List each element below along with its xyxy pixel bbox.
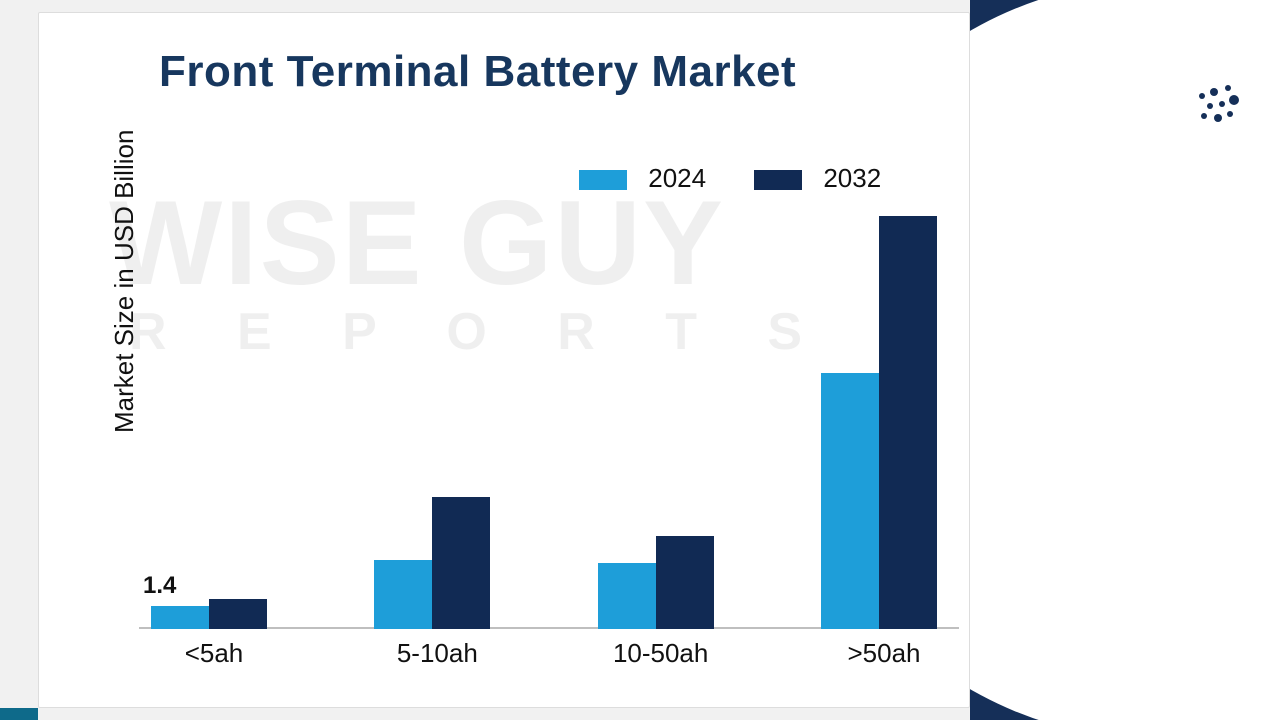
legend-label-2024: 2024: [648, 163, 706, 193]
y-axis-label: Market Size in USD Billion: [109, 130, 140, 433]
legend-item-2032: 2032: [754, 163, 881, 194]
bar-2032: [209, 599, 267, 629]
bottom-accent-bar: [0, 708, 38, 720]
legend-label-2032: 2032: [823, 163, 881, 193]
data-label: 1.4: [143, 572, 176, 600]
x-axis-label: >50ah: [809, 638, 959, 669]
chart-title: Front Terminal Battery Market: [159, 47, 796, 97]
bar-2024: [374, 560, 432, 629]
x-axis-label: 5-10ah: [362, 638, 512, 669]
brand-logo: WISE GUY R E P O R T S: [1000, 36, 1246, 98]
x-axis-label: <5ah: [139, 638, 289, 669]
bar-2024: [598, 563, 656, 629]
bar-2024: [151, 606, 209, 629]
chart-legend: 2024 2032: [579, 163, 881, 194]
plot-area: <5ah5-10ah10-50ah>50ah1.4: [139, 199, 959, 629]
bar-2032: [879, 216, 937, 629]
x-axis-label: 10-50ah: [586, 638, 736, 669]
legend-swatch-2032: [754, 170, 802, 190]
bar-2032: [656, 536, 714, 629]
bar-2032: [432, 497, 490, 629]
stage: WISE GUY R E P O R T S Front Terminal Ba…: [0, 0, 1280, 720]
legend-item-2024: 2024: [579, 163, 706, 194]
legend-swatch-2024: [579, 170, 627, 190]
chart-card: WISE GUY R E P O R T S Front Terminal Ba…: [38, 12, 970, 708]
bar-2024: [821, 373, 879, 629]
brain-head-icon: [1174, 70, 1254, 162]
